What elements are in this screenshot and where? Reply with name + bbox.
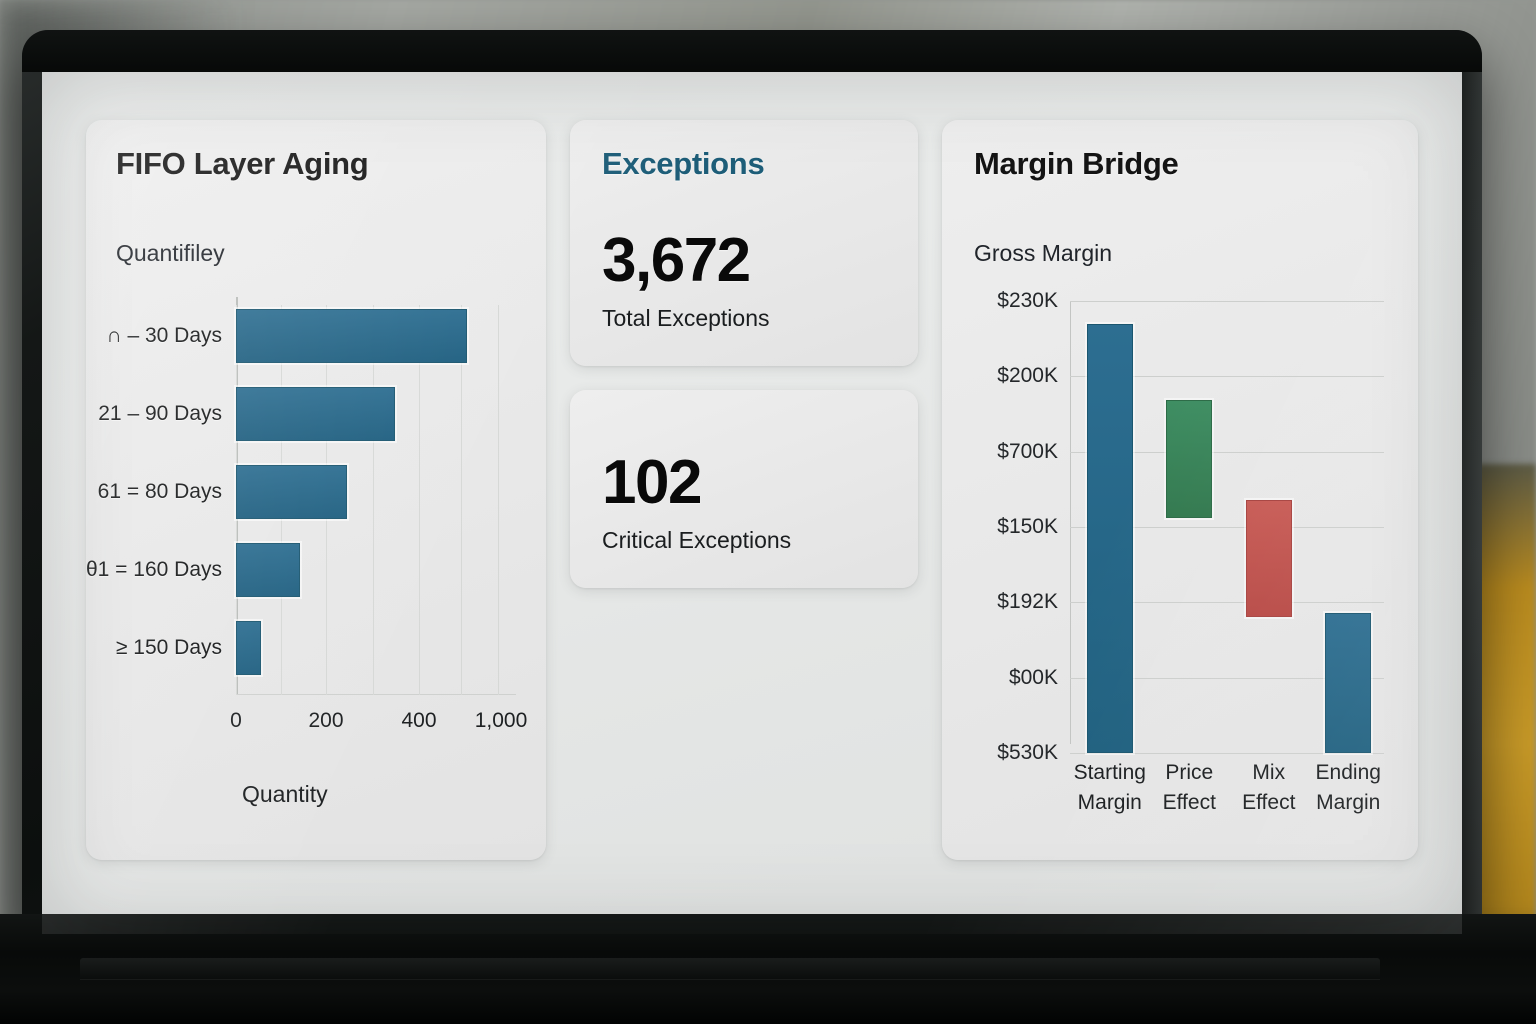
fifo-category-label: ≥ 150 Days: [115, 636, 222, 659]
bridge-x-tick: Price Effect: [1162, 760, 1216, 814]
laptop-base-lip: [80, 958, 1380, 980]
laptop-top-bezel: [22, 30, 1482, 72]
bridge-y-tick: $150K: [997, 515, 1058, 538]
fifo-bar-chart-plot: ∩ – 30 Days 21 – 90 Days 61 = 80 Days θ1 = …: [86, 297, 527, 732]
bridge-x-tick: Mix Effect: [1242, 760, 1296, 814]
fifo-gridline: [419, 305, 420, 695]
bridge-y-axis-line: [1070, 301, 1071, 744]
fifo-gridline: [373, 305, 374, 695]
fifo-x-tick-labels: 0 200 400 1,000: [230, 695, 527, 735]
bridge-y-tick: $230K: [997, 289, 1058, 312]
total-exceptions-value: 3,672: [602, 226, 751, 295]
bridge-bar[interactable]: [1325, 612, 1372, 753]
fifo-bar[interactable]: [236, 465, 347, 519]
bridge-gridline: [1070, 451, 1384, 453]
laptop-screen: FIFO Layer Aging Quantifiley ∩ – 30 Days…: [42, 72, 1462, 934]
fifo-x-axis-title: Quantity: [242, 781, 328, 807]
bridge-gridline: [1070, 753, 1384, 754]
fifo-x-axis-line: [236, 694, 516, 695]
fifo-bar-row[interactable]: ≥ 150 Days: [116, 621, 261, 675]
fifo-gridline: [461, 305, 462, 695]
bridge-gridline: [1070, 602, 1384, 604]
bridge-y-tick: $530K: [997, 741, 1058, 764]
exceptions-kpi-card[interactable]: Exceptions 3,672 Total Exceptions: [570, 120, 918, 367]
critical-exceptions-kpi-card[interactable]: 102 Critical Exceptions: [570, 390, 918, 589]
dashboard-left-column: FIFO Layer Aging Quantifiley ∩ – 30 Days…: [86, 120, 546, 860]
fifo-category-label: ∩ – 30 Days: [106, 324, 222, 347]
fifo-axis-heading: Quantifiley: [116, 240, 225, 266]
fifo-category-label: θ1 = 160 Days: [85, 558, 222, 581]
fifo-x-tick: 1,000: [474, 709, 528, 732]
laptop-base: [0, 914, 1536, 1024]
bridge-bar[interactable]: [1245, 499, 1292, 618]
fifo-bar[interactable]: [236, 621, 261, 675]
fifo-layer-aging-card[interactable]: FIFO Layer Aging Quantifiley ∩ – 30 Days…: [86, 120, 546, 860]
bridge-y-tick: $192K: [997, 590, 1058, 614]
critical-exceptions-label: Critical Exceptions: [602, 527, 792, 554]
dashboard: FIFO Layer Aging Quantifiley ∩ – 30 Days…: [42, 72, 1462, 934]
bridge-y-tick: $00K: [1008, 665, 1058, 689]
bridge-x-tick: Starting Margin: [1073, 760, 1146, 814]
bridge-gridline: [1070, 527, 1384, 528]
dashboard-middle-column: Exceptions 3,672 Total Exceptions 102 Cr…: [570, 120, 918, 589]
margin-bridge-waterfall-plot: $230K $200K $700K $150K $192K $00K $530K: [997, 289, 1388, 764]
bridge-gridline: [1070, 301, 1384, 302]
bridge-bar[interactable]: [1166, 400, 1213, 518]
margin-bridge-axis-heading: Gross Margin: [974, 240, 1113, 266]
fifo-x-tick: 200: [308, 709, 344, 732]
bridge-y-tick: $700K: [997, 439, 1058, 463]
fifo-bar-row[interactable]: 21 – 90 Days: [98, 387, 395, 441]
fifo-x-tick: 400: [401, 709, 437, 732]
bridge-gridline: [1070, 677, 1384, 679]
fifo-bar[interactable]: [236, 543, 300, 597]
fifo-bar[interactable]: [236, 387, 395, 441]
fifo-bar-row[interactable]: ∩ – 30 Days: [107, 309, 467, 363]
critical-exceptions-value: 102: [602, 448, 702, 518]
fifo-bar-row[interactable]: 61 = 80 Days: [98, 465, 347, 519]
fifo-bar[interactable]: [236, 309, 467, 363]
fifo-category-label: 21 – 90 Days: [98, 402, 222, 425]
bridge-x-axis-labels: Starting Margin Price Effect Mix Effect End…: [1070, 758, 1388, 830]
fifo-card-title: FIFO Layer Aging: [116, 146, 369, 181]
margin-bridge-card-title: Margin Bridge: [974, 146, 1179, 181]
bridge-x-tick: Ending Margin: [1315, 760, 1381, 814]
bridge-gridline: [1070, 376, 1384, 378]
dashboard-right-column: Margin Bridge Gross Margin $230K $200K $70…: [942, 120, 1418, 860]
exceptions-card-title: Exceptions: [602, 146, 765, 181]
fifo-x-tick: 0: [230, 709, 242, 732]
bridge-y-tick: $200K: [997, 364, 1058, 388]
fifo-bar-row[interactable]: θ1 = 160 Days: [86, 543, 300, 597]
margin-bridge-card[interactable]: Margin Bridge Gross Margin $230K $200K $70…: [942, 120, 1418, 860]
total-exceptions-label: Total Exceptions: [602, 305, 770, 332]
bridge-bar[interactable]: [1086, 323, 1133, 753]
fifo-category-label: 61 = 80 Days: [97, 480, 222, 503]
fifo-gridline: [498, 305, 499, 695]
